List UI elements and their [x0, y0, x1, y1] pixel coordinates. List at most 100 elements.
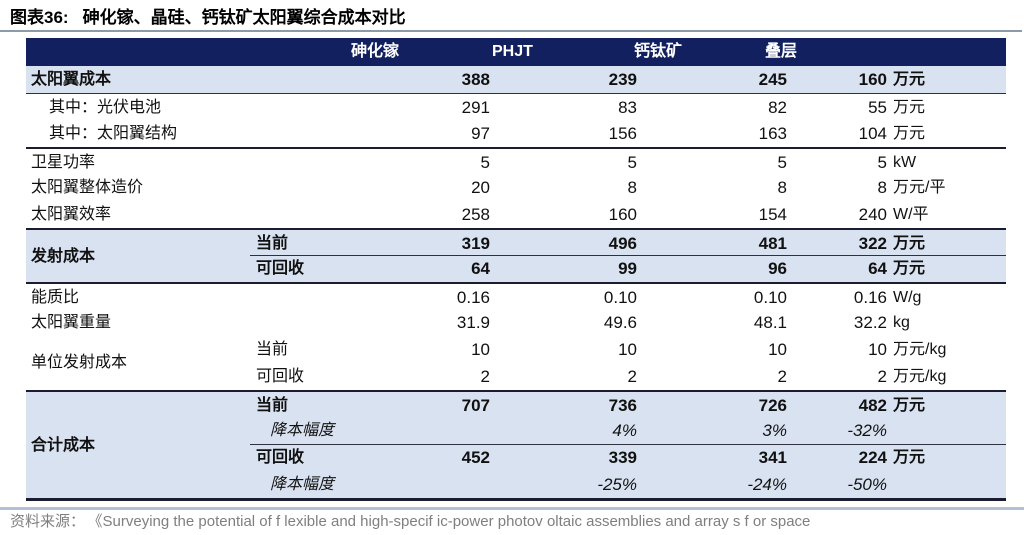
- section-label-total-cost: 合计成本: [31, 437, 96, 454]
- cell-perovskite: 8: [777, 178, 787, 197]
- cell-gaas: 64: [471, 259, 490, 278]
- row-sublabel: 降本幅度: [270, 422, 335, 439]
- cell-unit: 万元/kg: [893, 341, 947, 358]
- cell-phjt: 156: [608, 124, 637, 143]
- cell-unit: kg: [893, 314, 910, 331]
- cell-phjt: 99: [618, 259, 637, 278]
- table-row-pv-cell: 其中：光伏电池 291 83 82 55 万元: [26, 93, 1006, 120]
- cost-comparison-table: 砷化镓 PHJT 钙钛矿 叠层 太阳翼成本 388 239 245 160 万元…: [26, 38, 1006, 501]
- cell-unit: kW: [893, 154, 917, 171]
- row-label: 其中：光伏电池: [49, 99, 162, 116]
- cell-perovskite: 3%: [762, 421, 787, 440]
- header-tandem: 叠层: [765, 43, 798, 60]
- cell-perovskite: 163: [758, 124, 787, 143]
- footer-divider: [0, 507, 1024, 510]
- table-row-solar-wing-cost: 太阳翼成本 388 239 245 160 万元: [26, 66, 1006, 93]
- cell-perovskite: 10: [768, 340, 787, 359]
- source-label: 资料来源：: [10, 513, 86, 530]
- table-row-wing-efficiency: 太阳翼效率 258 160 154 240 W/平: [26, 201, 1006, 228]
- cell-gaas: 10: [471, 340, 490, 359]
- cell-phjt: 736: [608, 396, 637, 415]
- cell-phjt: 83: [618, 98, 637, 117]
- cell-unit: 万元: [893, 125, 926, 142]
- cell-perovskite: 48.1: [753, 313, 787, 332]
- cell-unit: 万元: [893, 71, 926, 88]
- cell-phjt: 2: [627, 367, 637, 386]
- cell-perovskite: 82: [768, 98, 787, 117]
- header-empty-sub: [250, 38, 365, 66]
- row-sublabel: 当前: [256, 235, 289, 252]
- cell-tandem: 5: [877, 153, 887, 172]
- table-row-launch-cost-current: 发射成本 当前 319 496 481 322 万元: [26, 228, 1006, 265]
- row-sublabel: 当前: [256, 341, 289, 358]
- table-row-unit-launch-cost-current: 单位发射成本 当前 10 10 10 10 万元/kg: [26, 336, 1006, 371]
- source-line: 资料来源： 《Surveying the potential of f lexib…: [10, 512, 810, 532]
- row-sublabel: 可回收: [256, 449, 305, 466]
- cell-tandem: 55: [868, 98, 887, 117]
- figure-number: 图表36:: [10, 8, 69, 27]
- cell-gaas: 20: [471, 178, 490, 197]
- cell-unit: W/g: [893, 289, 922, 306]
- cell-gaas: 258: [461, 205, 490, 224]
- row-sublabel: 当前: [256, 397, 289, 414]
- table-row-satellite-power: 卫星功率 5 5 5 5 kW: [26, 147, 1006, 174]
- cell-phjt: 160: [608, 205, 637, 224]
- section-label-unit-launch-cost: 单位发射成本: [31, 354, 128, 371]
- cell-gaas: 31.9: [456, 313, 490, 332]
- cell-tandem: 32.2: [853, 313, 887, 332]
- cell-tandem: -32%: [847, 421, 887, 440]
- cell-perovskite: 0.10: [753, 288, 787, 307]
- table-row-unit-launch-cost-reusable: 可回收 2 2 2 2 万元/kg: [26, 363, 1006, 390]
- cell-unit: W/平: [893, 206, 929, 223]
- source-text: 《Surveying the potential of f lexible an…: [95, 513, 811, 530]
- cell-tandem: 104: [858, 124, 887, 143]
- row-label: 能质比: [31, 289, 80, 306]
- cell-unit: 万元: [893, 397, 926, 414]
- cell-gaas: [365, 417, 490, 444]
- cell-tandem: 8: [877, 178, 887, 197]
- cell-gaas: 97: [471, 124, 490, 143]
- cell-tandem: 0.16: [853, 288, 887, 307]
- cell-perovskite: 245: [758, 70, 787, 89]
- cell-gaas: 452: [461, 448, 490, 467]
- table-row-cost-reduction-reusable: 降本幅度 -25% -24% -50%: [26, 471, 1006, 498]
- header-perovskite: 钙钛矿: [634, 43, 683, 60]
- cell-tandem: 482: [858, 396, 887, 415]
- cell-gaas: [365, 471, 490, 498]
- row-sublabel: 可回收: [256, 368, 305, 385]
- row-label: 太阳翼重量: [31, 314, 112, 331]
- cell-phjt: 0.10: [603, 288, 637, 307]
- cell-tandem: 2: [877, 367, 887, 386]
- table-header-row: 砷化镓 PHJT 钙钛矿 叠层: [26, 38, 1006, 66]
- cell-tandem: 322: [858, 234, 887, 253]
- row-label: 太阳翼整体造价: [31, 179, 144, 196]
- cell-gaas: 0.16: [456, 288, 490, 307]
- table-row-power-to-mass: 能质比 0.16 0.10 0.10 0.16 W/g: [26, 282, 1006, 309]
- cell-gaas: 319: [461, 234, 490, 253]
- row-sublabel: 降本幅度: [270, 476, 335, 493]
- row-sublabel: 可回收: [256, 260, 305, 277]
- cell-perovskite: 154: [758, 205, 787, 224]
- cell-perovskite: 481: [758, 234, 787, 253]
- cell-tandem: 240: [858, 205, 887, 224]
- cell-unit: 万元/kg: [893, 368, 947, 385]
- cell-gaas: 291: [461, 98, 490, 117]
- cell-phjt: 8: [627, 178, 637, 197]
- table-row-total-cost-current: 合计成本 当前 707 736 726 482 万元: [26, 390, 1006, 454]
- table-row-wing-weight: 太阳翼重量 31.9 49.6 48.1 32.2 kg: [26, 309, 1006, 336]
- cell-perovskite: 726: [758, 396, 787, 415]
- row-label: 太阳翼成本: [31, 71, 112, 88]
- cell-perovskite: 5: [777, 153, 787, 172]
- row-label: 太阳翼效率: [31, 206, 112, 223]
- row-label: 卫星功率: [31, 154, 96, 171]
- cell-phjt: 496: [608, 234, 637, 253]
- title-divider: [0, 30, 1022, 32]
- figure-title: 图表36: 砷化镓、晶硅、钙钛矿太阳翼综合成本对比: [10, 6, 406, 30]
- table-row-cost-reduction-current: 降本幅度 4% 3% -32%: [26, 417, 1006, 444]
- row-label: 其中：太阳翼结构: [49, 125, 178, 142]
- header-phjt: PHJT: [492, 43, 533, 60]
- cell-tandem: -50%: [847, 475, 887, 494]
- cell-tandem: 64: [868, 259, 887, 278]
- cell-phjt: 339: [608, 448, 637, 467]
- cell-tandem: 224: [858, 448, 887, 467]
